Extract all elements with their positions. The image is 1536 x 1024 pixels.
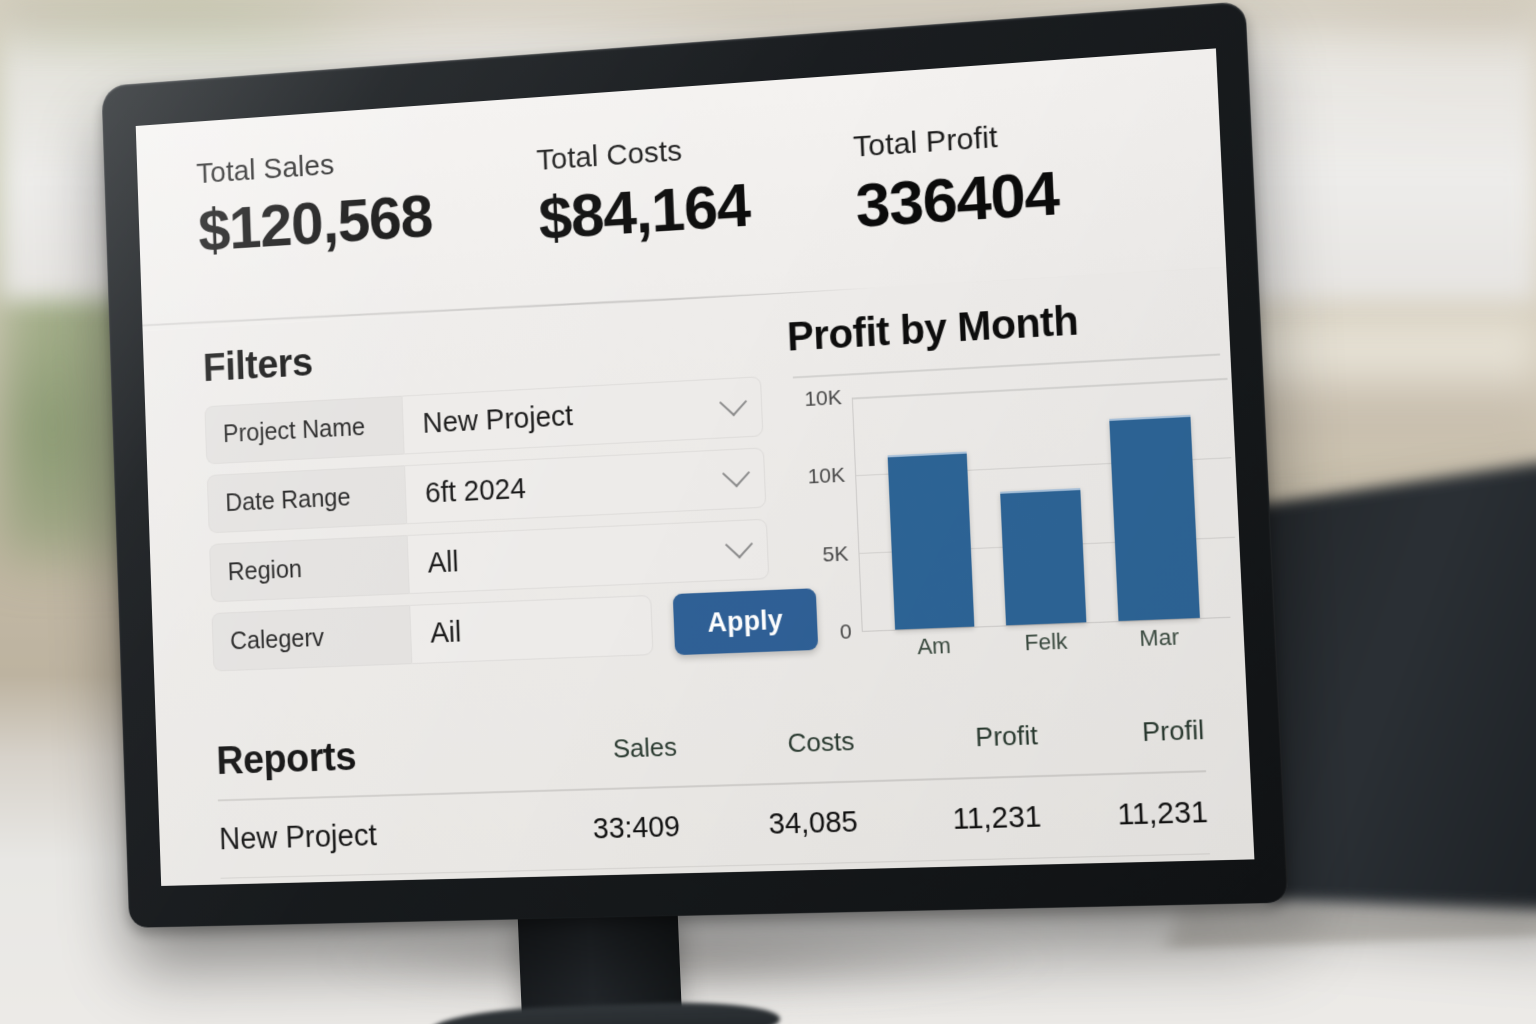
reports-table: Reports Sales Costs Profit Profil: [215, 706, 1218, 887]
cell-project-name: New Project: [217, 791, 508, 879]
filter-label: Calegerv: [211, 604, 412, 672]
filter-select-category[interactable]: Ail: [409, 594, 654, 665]
cell-profit: 11,231: [856, 776, 1044, 863]
column-header-reports: Reports: [215, 730, 505, 801]
y-tick-label: 10K: [807, 463, 846, 489]
monitor: Total Sales $120,568 Total Costs $84,164…: [101, 1, 1289, 928]
reports-table-wrapper: Reports Sales Costs Profit Profil: [215, 706, 1218, 887]
kpi-total-profit: Total Profit 336404: [852, 90, 1185, 241]
filters-panel: Filters Project Name New Project Date Ra…: [202, 315, 819, 672]
table-header-row: Reports Sales Costs Profit Profil: [215, 706, 1207, 801]
y-tick-label: 5K: [822, 541, 849, 567]
filter-value-text: New Project: [421, 399, 574, 440]
filter-row-project-name[interactable]: Project Name New Project: [204, 376, 764, 465]
column-header-sales: Sales: [502, 724, 679, 792]
y-tick-label: 10K: [803, 385, 843, 412]
chart-bar[interactable]: [887, 451, 974, 630]
filter-select-project-name[interactable]: New Project: [401, 376, 764, 455]
cell-costs: 34,085: [678, 781, 860, 867]
chart-gridline: [852, 377, 1228, 400]
chevron-down-icon: [724, 530, 754, 559]
column-header-profit: Profit: [853, 712, 1040, 782]
y-tick-label: 0: [839, 620, 853, 644]
chevron-down-icon: [719, 387, 748, 417]
filter-row-date-range[interactable]: Date Range 6ft 2024: [206, 447, 767, 534]
apply-button[interactable]: Apply: [672, 587, 819, 655]
dashboard-app: Total Sales $120,568 Total Costs $84,164…: [135, 48, 1255, 887]
filter-label: Project Name: [204, 395, 404, 465]
dashboard-body: Filters Project Name New Project Date Ra…: [142, 267, 1255, 887]
chart-x-axis: Am Felk Mar: [862, 622, 1232, 662]
chart-gridline: [856, 457, 1232, 477]
chart-gridline: [859, 536, 1236, 555]
cell-sales: 33:409: [504, 786, 682, 872]
filter-value-text: All: [427, 546, 460, 579]
x-tick-label: Felk: [1023, 628, 1068, 656]
chart-divider: [792, 353, 1221, 379]
filters-title: Filters: [202, 340, 314, 390]
kpi-total-sales: Total Sales $120,568: [196, 135, 540, 265]
desk-edge: [0, 0, 1536, 42]
cell-profil: 11,231: [1039, 771, 1210, 858]
chart-bars: [853, 378, 1231, 631]
filter-value-text: 6ft 2024: [424, 472, 527, 510]
kpi-value: $84,164: [537, 170, 751, 253]
chevron-down-icon: [722, 459, 751, 488]
column-header-profil: Profil: [1036, 706, 1207, 777]
filter-row-category[interactable]: Calegerv Ail Apply: [211, 587, 819, 672]
filter-value-text: Ail: [429, 616, 462, 650]
filter-label: Date Range: [206, 465, 407, 534]
chart-title: Profit by Month: [786, 298, 1080, 360]
kpi-label: Total Costs: [535, 134, 683, 177]
filter-label: Region: [209, 535, 409, 603]
monitor-screen: Total Sales $120,568 Total Costs $84,164…: [135, 48, 1255, 887]
chart-plot-area: [851, 377, 1236, 632]
filter-select-date-range[interactable]: 6ft 2024: [404, 447, 767, 525]
profit-by-month-chart: 10K 10K 5K 0: [790, 377, 1236, 659]
kpi-value: 336404: [854, 158, 1060, 241]
column-header-costs: Costs: [675, 718, 857, 787]
kpi-total-costs: Total Costs $84,164: [535, 113, 857, 253]
kpi-value: $120,568: [197, 182, 434, 265]
chart-y-axis: 10K 10K 5K 0: [790, 386, 856, 644]
chart-bar[interactable]: [999, 488, 1086, 626]
x-tick-label: Am: [916, 632, 952, 660]
